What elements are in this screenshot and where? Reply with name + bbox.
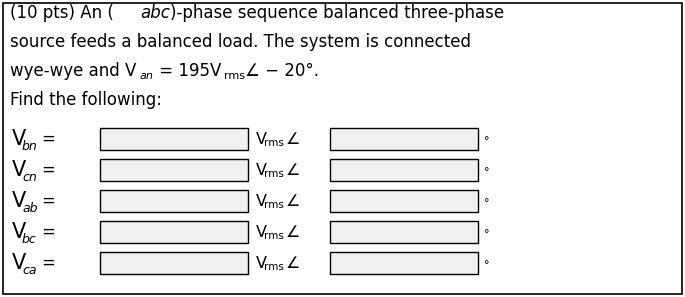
- Bar: [330, 221, 478, 243]
- Text: =: =: [41, 254, 55, 272]
- Text: an: an: [140, 71, 154, 81]
- Text: °: °: [484, 198, 490, 208]
- Text: ∠: ∠: [285, 163, 299, 178]
- Text: Find the following:: Find the following:: [10, 91, 162, 109]
- Bar: [100, 159, 248, 181]
- Text: V: V: [12, 222, 26, 242]
- Text: rms: rms: [264, 200, 284, 210]
- Text: V: V: [256, 163, 267, 178]
- Text: V: V: [12, 129, 26, 149]
- Text: V: V: [256, 194, 267, 209]
- Text: =: =: [41, 223, 55, 241]
- Text: cn: cn: [22, 171, 37, 184]
- Text: ab: ab: [22, 202, 38, 215]
- Bar: [100, 252, 248, 274]
- Text: =: =: [41, 192, 55, 210]
- Text: rms: rms: [264, 169, 284, 179]
- Bar: [100, 221, 248, 243]
- Text: ∠: ∠: [285, 225, 299, 240]
- Text: °: °: [484, 229, 490, 239]
- Text: source feeds a balanced load. The system is connected: source feeds a balanced load. The system…: [10, 33, 471, 51]
- Text: ca: ca: [22, 264, 36, 277]
- Bar: [330, 252, 478, 274]
- Text: °: °: [484, 136, 490, 146]
- Text: rms: rms: [264, 262, 284, 272]
- Bar: [330, 159, 478, 181]
- Text: V: V: [256, 256, 267, 271]
- Text: (10 pts) An (: (10 pts) An (: [10, 4, 114, 22]
- Text: ∠: ∠: [285, 256, 299, 271]
- Text: wye-wye and V: wye-wye and V: [10, 62, 136, 80]
- Text: =: =: [41, 130, 55, 148]
- Bar: [330, 128, 478, 150]
- Text: °: °: [484, 260, 490, 270]
- Bar: [330, 190, 478, 212]
- Bar: [100, 190, 248, 212]
- Text: rms: rms: [224, 71, 245, 81]
- Text: rms: rms: [264, 138, 284, 148]
- Text: abc: abc: [140, 4, 170, 22]
- Text: ∠ − 20°.: ∠ − 20°.: [245, 62, 319, 80]
- Text: = 195V: = 195V: [154, 62, 222, 80]
- Text: ∠: ∠: [285, 132, 299, 147]
- Text: V: V: [12, 253, 26, 273]
- Text: =: =: [41, 161, 55, 179]
- Text: V: V: [12, 191, 26, 211]
- Text: ∠: ∠: [285, 194, 299, 209]
- Text: V: V: [256, 225, 267, 240]
- Text: bc: bc: [22, 233, 37, 246]
- Text: V: V: [256, 132, 267, 147]
- Text: )-phase sequence balanced three-phase: )-phase sequence balanced three-phase: [170, 4, 504, 22]
- Text: rms: rms: [264, 231, 284, 241]
- Text: bn: bn: [22, 140, 38, 153]
- Text: °: °: [484, 167, 490, 177]
- Bar: [100, 128, 248, 150]
- Text: V: V: [12, 160, 26, 180]
